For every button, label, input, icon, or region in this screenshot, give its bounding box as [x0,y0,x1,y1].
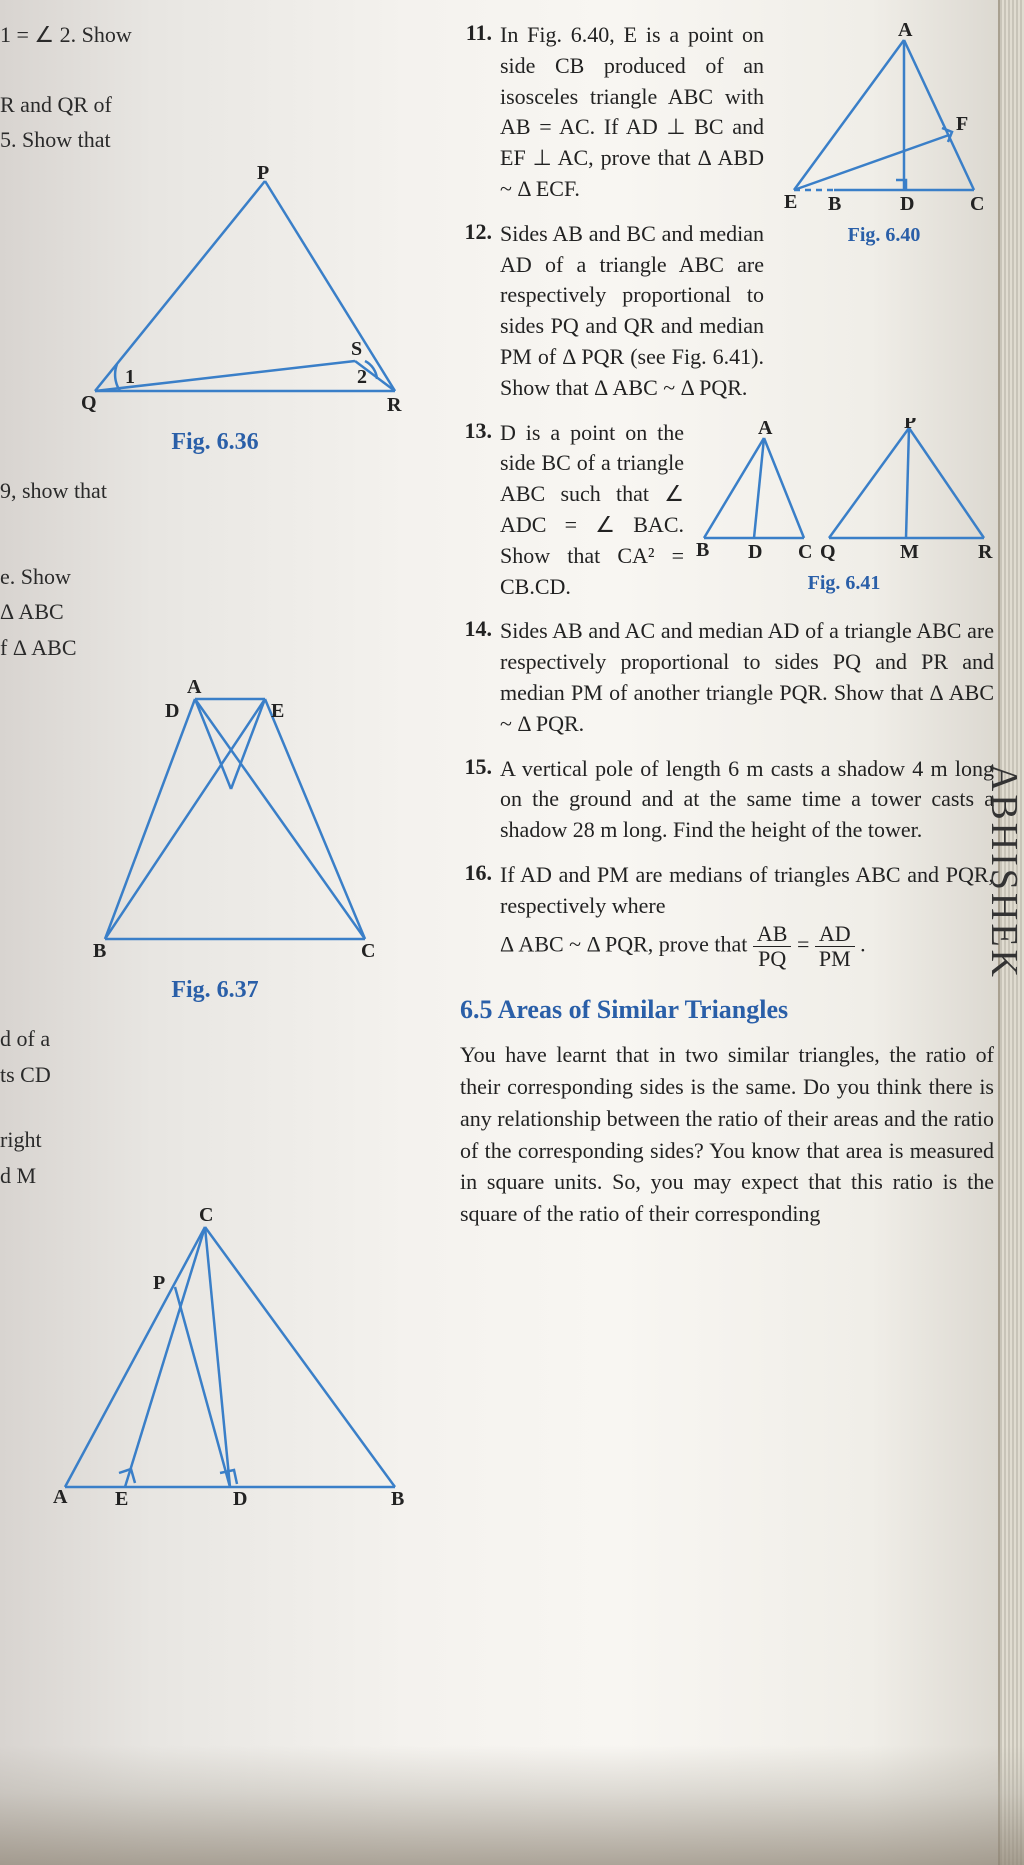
fragment-text: f Δ ABC [0,633,430,663]
figure-6-37: A B C D E [35,669,395,969]
figure-6-40: A F E B D C [774,20,994,220]
right-column: A F E B D C Fig. 6.40 11. In Fig. 6.40, … [440,0,1024,1865]
vertex-label: D [900,193,914,215]
figure-label: Fig. 6.37 [0,977,430,1004]
problem-11: 11. In Fig. 6.40, E is a point on side C… [460,20,764,205]
angle-label: 2 [357,366,367,388]
figure-label: Fig. 6.41 [694,572,994,595]
fraction-top: AB [753,922,792,947]
fragment-text: R and QR of [0,90,430,120]
problem-text: D is a point on the side BC of a triangl… [500,418,684,603]
problem-15: 15. A vertical pole of length 6 m casts … [460,754,994,846]
fraction-top: AD [815,922,855,947]
equals: = [797,931,815,956]
vertex-label: B [391,1488,404,1510]
vertex-label: P [257,162,269,184]
vertex-label: A [758,418,773,439]
vertex-label: D [165,700,179,722]
problem-text-b: Δ ABC ~ Δ PQR, prove that [500,931,753,956]
figure-6-41: A B D C P Q M R [694,418,994,568]
fraction-bot: PM [815,947,855,971]
body-paragraph: You have learnt that in two similar tria… [460,1039,994,1230]
problem-number: 16. [460,860,500,971]
vertex-label: C [798,541,812,563]
figure-label: Fig. 6.36 [0,429,430,456]
problem-text: Sides AB and AC and median AD of a trian… [500,616,994,739]
problem-number: 11. [460,20,500,205]
vertex-label: C [361,940,375,962]
fragment-text: right [0,1125,430,1155]
problem-12: 12. Sides AB and BC and median AD of a t… [460,219,764,404]
vertex-label: C [199,1204,213,1226]
vertex-label: E [784,191,797,213]
fragment-text: ts CD [0,1060,430,1090]
problem-number: 15. [460,754,500,846]
vertex-label: D [748,541,762,563]
problem-13: 13. D is a point on the side BC of a tri… [460,418,684,603]
fragment-text: e. Show [0,562,430,592]
vertex-label: R [978,541,993,563]
problem-number: 14. [460,616,500,739]
problem-16: 16. If AD and PM are medians of triangle… [460,860,994,971]
period: . [860,931,866,956]
vertex-label: Q [81,392,97,414]
figure-bottom: C A B E D P [15,1197,415,1517]
vertex-label: P [153,1272,165,1294]
vertex-label: B [93,940,106,962]
angle-label: 1 [125,366,135,388]
handwritten-name: ABHISHEK [982,764,1024,980]
vertex-label: A [898,20,913,41]
vertex-label: A [53,1486,68,1508]
vertex-label: B [828,193,841,215]
vertex-label: E [115,1488,128,1510]
problem-number: 12. [460,219,500,404]
fragment-text: 9, show that [0,476,430,506]
fragment-text: 1 = ∠ 2. Show [0,20,430,50]
vertex-label: D [233,1488,247,1510]
problem-14: 14. Sides AB and AC and median AD of a t… [460,616,994,739]
fragment-text: d of a [0,1024,430,1054]
fraction-bot: PQ [753,947,792,971]
figure-6-36: P Q R S 1 2 [25,161,405,421]
problem-number: 13. [460,418,500,603]
figure-6-40-container: A F E B D C Fig. 6.40 [774,20,994,251]
vertex-label: P [904,418,916,433]
left-column: 1 = ∠ 2. Show R and QR of 5. Show that P… [0,0,440,1865]
problem-text-a: If AD and PM are medians of triangles AB… [500,862,994,918]
vertex-label: R [387,394,402,416]
problem-text: A vertical pole of length 6 m casts a sh… [500,754,994,846]
vertex-label: B [696,539,709,561]
fragment-text: 5. Show that [0,125,430,155]
figure-label: Fig. 6.40 [774,224,994,247]
problem-text: If AD and PM are medians of triangles AB… [500,860,994,971]
vertex-label: F [956,113,968,135]
vertex-label: S [351,338,362,360]
fragment-text: Δ ABC [0,597,430,627]
fragment-text: d M [0,1161,430,1191]
figure-6-41-container: A B D C P Q M R Fig. 6.41 [694,418,994,599]
vertex-label: Q [820,541,836,563]
section-heading: 6.5 Areas of Similar Triangles [460,995,994,1025]
problem-text: In Fig. 6.40, E is a point on side CB pr… [500,20,764,205]
vertex-label: E [271,700,284,722]
vertex-label: C [970,193,984,215]
vertex-label: M [900,541,919,563]
problem-text: Sides AB and BC and median AD of a trian… [500,219,764,404]
vertex-label: A [187,676,202,698]
